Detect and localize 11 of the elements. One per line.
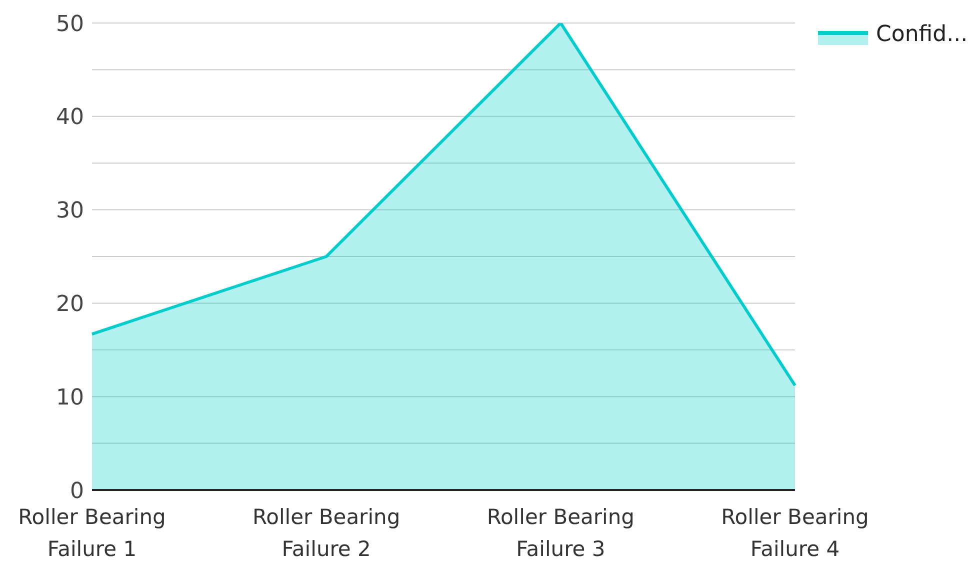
y-tick-label: 50 (56, 12, 84, 37)
x-tick-label: Roller Bearing Failure 3 (486, 505, 635, 561)
y-tick-label: 20 (56, 292, 84, 318)
y-tick-label: 0 (70, 478, 84, 504)
y-tick-label: 30 (56, 198, 84, 224)
y-tick-label: 10 (56, 385, 84, 410)
x-tick-label: Roller Bearing Failure 1 (18, 505, 166, 561)
legend-label: Confid... (876, 22, 968, 47)
x-tick-label: Roller Bearing Failure 2 (252, 505, 400, 561)
x-tick-label: Roller Bearing Failure 4 (721, 505, 869, 561)
y-tick-label: 40 (56, 105, 84, 130)
